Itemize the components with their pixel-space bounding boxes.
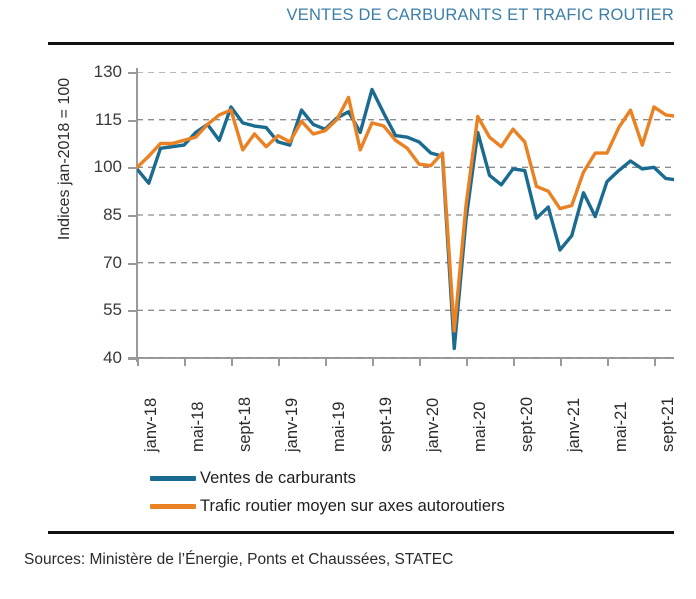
legend-item-trafic: Trafic routier moyen sur axes autoroutie… — [150, 492, 505, 520]
x-tick-mark — [607, 358, 609, 366]
y-tick-label: 130 — [93, 62, 122, 81]
x-tick-mark — [278, 358, 280, 366]
x-tick-label: janv-21 — [565, 397, 583, 452]
y-tick-label: 115 — [94, 109, 122, 129]
x-tick-label: sept-21 — [659, 396, 677, 452]
page-title: VENTES DE CARBURANTS ET TRAFIC ROUTIER — [286, 6, 674, 24]
x-tick-mark — [231, 358, 233, 366]
x-axis-line — [128, 357, 674, 359]
y-tick-mark — [128, 262, 137, 265]
y-tick-mark — [128, 72, 137, 74]
x-tick-mark — [419, 358, 421, 366]
line-chart-svg — [137, 72, 674, 358]
x-tick-label: mai-21 — [612, 401, 630, 452]
x-tick-label: mai-20 — [471, 401, 489, 452]
legend-item-ventes: Ventes de carburants — [150, 464, 505, 492]
y-tick-label: 100 — [93, 157, 122, 177]
x-tick-label: mai-18 — [189, 401, 207, 452]
y-tick-label: 70 — [103, 252, 122, 272]
series-line-trafic — [137, 95, 674, 333]
y-tick-mark — [128, 358, 137, 360]
series-line-ventes — [137, 87, 674, 351]
x-tick-mark — [513, 358, 515, 366]
y-tick-mark — [128, 215, 137, 217]
y-tick-label: 40 — [103, 348, 122, 367]
x-tick-mark — [184, 358, 186, 366]
x-tick-label: mai-19 — [330, 401, 348, 452]
legend-swatch-trafic — [150, 503, 196, 509]
sources-note: Sources: Ministère de l’Énergie, Ponts e… — [24, 551, 454, 568]
legend-swatch-ventes — [150, 475, 196, 481]
x-tick-label: sept-19 — [377, 396, 395, 452]
x-tick-mark — [466, 358, 468, 366]
top-divider — [48, 42, 674, 45]
x-tick-label: janv-19 — [283, 397, 301, 452]
x-tick-label: sept-20 — [518, 396, 536, 452]
y-tick-mark — [128, 310, 137, 313]
x-tick-label: janv-18 — [142, 397, 160, 452]
legend-label-ventes: Ventes de carburants — [200, 468, 356, 487]
x-tick-mark — [372, 358, 374, 366]
plot-area — [137, 72, 674, 358]
y-tick-label: 85 — [103, 205, 122, 224]
x-tick-mark — [325, 358, 327, 366]
chart-legend: Ventes de carburants Trafic routier moye… — [150, 464, 505, 520]
y-tick-mark — [128, 167, 137, 170]
x-tick-label: janv-20 — [424, 397, 442, 452]
x-tick-mark — [654, 358, 656, 366]
legend-label-trafic: Trafic routier moyen sur axes autoroutie… — [200, 496, 505, 515]
x-tick-mark — [560, 358, 562, 366]
y-tick-label: 55 — [103, 300, 122, 320]
x-tick-label: sept-18 — [236, 396, 254, 452]
x-tick-mark — [137, 358, 139, 366]
y-tick-mark — [128, 119, 137, 122]
bottom-divider — [48, 531, 674, 534]
y-axis-tick-labels: 40 55 70 85 100 115 130 — [0, 0, 122, 400]
